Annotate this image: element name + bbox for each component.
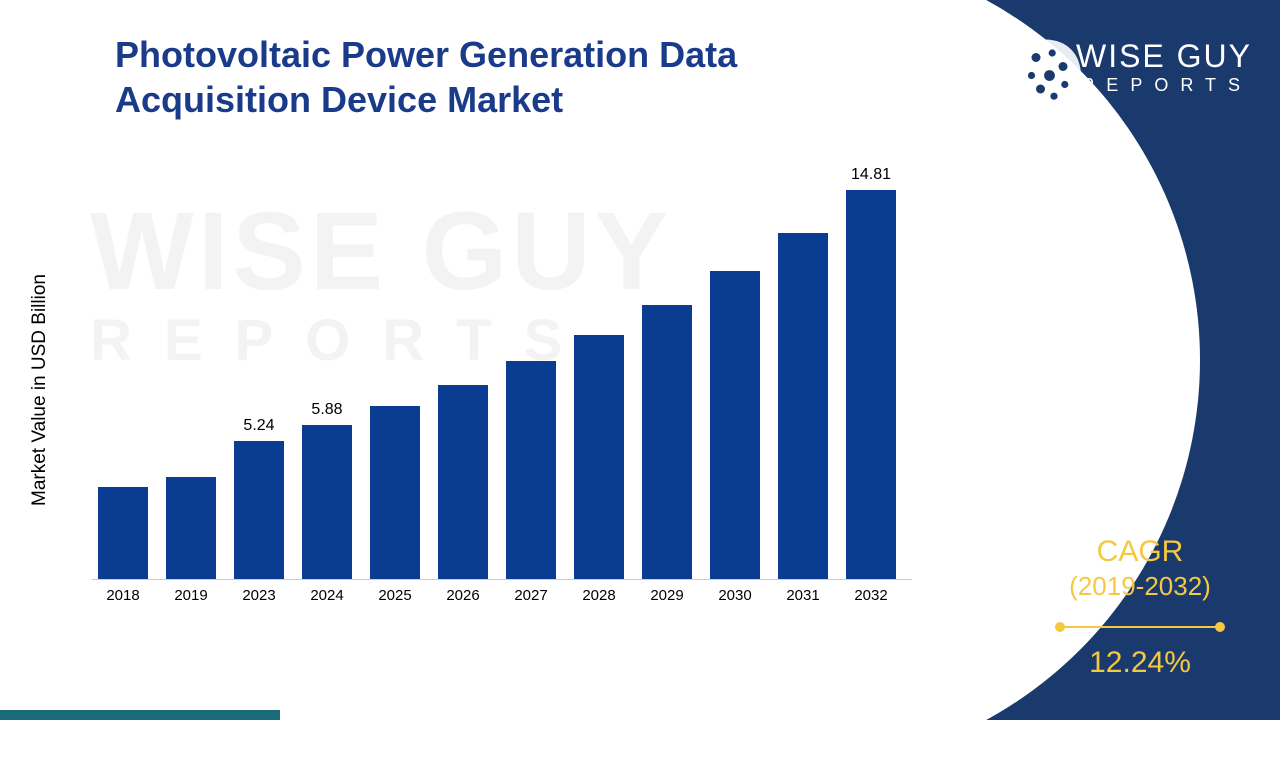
bar-group: 2031	[778, 233, 828, 579]
brand-logo: WISE GUY REPORTS	[1076, 40, 1252, 94]
bar: 5.88	[302, 425, 352, 579]
bar: 5.24	[234, 441, 284, 579]
bar	[778, 233, 828, 579]
x-axis-label: 2018	[106, 587, 139, 604]
bar	[370, 406, 420, 579]
cagr-block: CAGR (2019-2032) 12.24%	[1000, 535, 1280, 680]
bar	[506, 361, 556, 579]
x-axis-label: 2029	[650, 587, 683, 604]
y-axis-label: Market Value in USD Billion	[29, 274, 51, 506]
bar-group: 2027	[506, 361, 556, 579]
chart-title: Photovoltaic Power Generation Data Acqui…	[115, 32, 875, 122]
x-axis-label: 2027	[514, 587, 547, 604]
bar	[438, 385, 488, 579]
bar	[642, 305, 692, 579]
bar-value-label: 5.24	[243, 417, 274, 435]
logo-main-text: WISE GUY	[1076, 40, 1252, 72]
bottom-accent-bar	[0, 710, 280, 720]
cagr-period: (2019-2032)	[1000, 571, 1280, 602]
x-axis-label: 2030	[718, 587, 751, 604]
logo-sub-text: REPORTS	[1076, 76, 1252, 94]
bar-value-label: 14.81	[851, 166, 891, 184]
plot-area: 2018 2019 5.242023 5.882024 2025 2026 2027 2028…	[92, 160, 912, 580]
bar-group: 2018	[98, 487, 148, 579]
cagr-value: 12.24%	[1000, 646, 1280, 680]
bar-value-label: 5.88	[311, 401, 342, 419]
bar	[574, 335, 624, 579]
cagr-divider	[1060, 626, 1220, 628]
bar: 14.81	[846, 190, 896, 579]
bar-group: 5.882024	[302, 425, 352, 579]
x-axis-label: 2023	[242, 587, 275, 604]
x-axis-label: 2031	[786, 587, 819, 604]
bar	[166, 477, 216, 579]
bar-group: 2026	[438, 385, 488, 579]
bar-group: 5.242023	[234, 441, 284, 579]
bar	[98, 487, 148, 579]
bar-group: 14.812032	[846, 190, 896, 579]
x-axis-label: 2026	[446, 587, 479, 604]
bar	[710, 271, 760, 579]
x-axis-label: 2032	[854, 587, 887, 604]
x-axis-label: 2024	[310, 587, 343, 604]
bar-group: 2029	[642, 305, 692, 579]
bar-group: 2025	[370, 406, 420, 579]
bar-group: 2030	[710, 271, 760, 579]
x-axis-label: 2019	[174, 587, 207, 604]
bar-group: 2028	[574, 335, 624, 579]
x-axis-label: 2028	[582, 587, 615, 604]
x-axis-label: 2025	[378, 587, 411, 604]
cagr-title: CAGR	[1000, 535, 1280, 569]
bar-chart: Market Value in USD Billion 201820195.24…	[50, 160, 920, 620]
bar-group: 2019	[166, 477, 216, 579]
